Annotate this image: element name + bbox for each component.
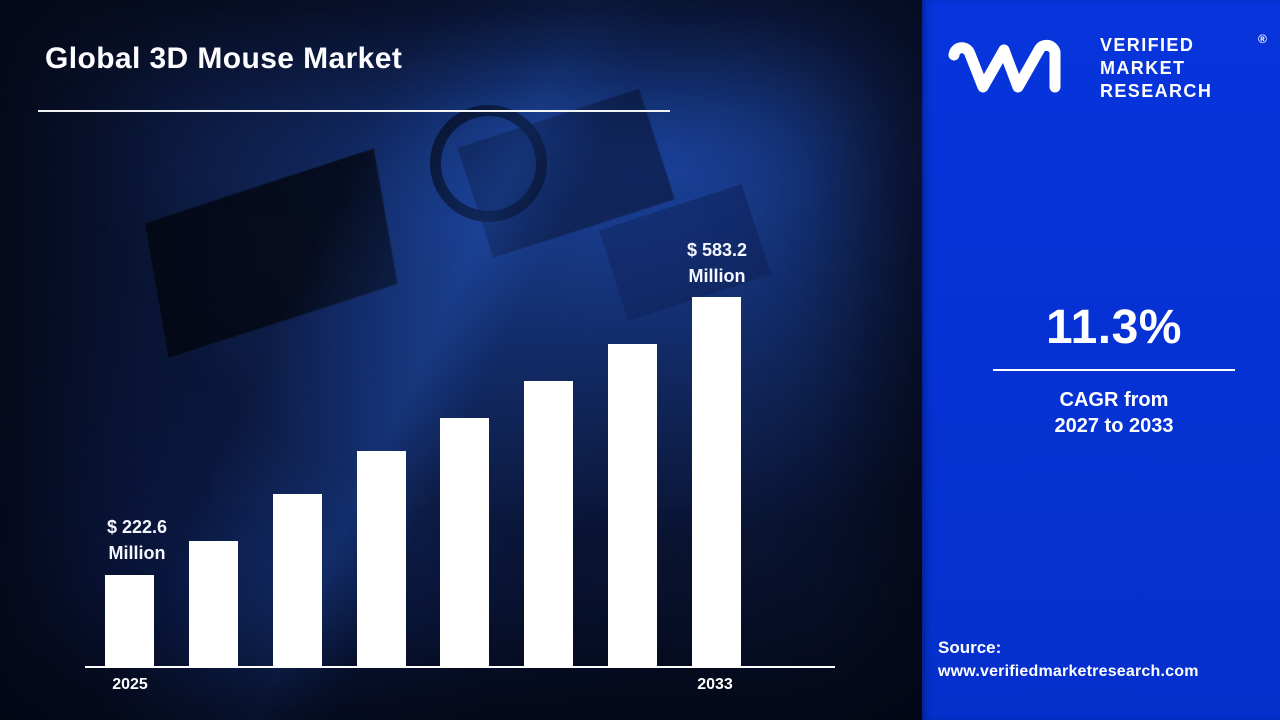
bar-chart (105, 288, 741, 668)
bar-3 (272, 494, 322, 668)
title-underline (38, 110, 670, 112)
circuit-ring-decor (430, 105, 547, 222)
x-axis-line (85, 666, 835, 668)
logo-line-3: RESEARCH (1100, 81, 1213, 101)
x-axis-label-end: 2033 (697, 676, 733, 693)
page-title: Global 3D Mouse Market (45, 42, 403, 75)
vmr-logo: VERIFIED MARKET RESEARCH (946, 34, 1212, 103)
logo-line-2: MARKET (1100, 58, 1186, 78)
info-panel: VERIFIED MARKET RESEARCH ® 11.3% CAGR fr… (922, 0, 1280, 720)
cagr-block: 11.3% CAGR from 2027 to 2033 (959, 300, 1269, 439)
cagr-underline (993, 369, 1235, 371)
last-bar-value-label: $ 583.2 Million (632, 237, 802, 289)
source-url[interactable]: www.verifiedmarketresearch.com (938, 663, 1199, 680)
vmr-logo-mark-icon (948, 39, 1061, 92)
source-block: Source: www.verifiedmarketresearch.com (938, 636, 1199, 684)
cagr-label-line-1: CAGR from (1059, 389, 1169, 411)
bar-1 (105, 575, 154, 668)
first-bar-unit: Million (108, 543, 166, 563)
bar-4 (356, 451, 406, 668)
last-bar-value: $ 583.2 (686, 240, 748, 260)
cagr-value: 11.3% (1046, 301, 1182, 354)
bar-5 (440, 418, 490, 668)
circuit-chip-decor (456, 88, 676, 259)
bar-7 (608, 344, 658, 668)
chart-section: Global 3D Mouse Market $ 222.6 Million $… (0, 0, 922, 720)
last-bar-unit: Million (688, 266, 746, 286)
first-bar-value: $ 222.6 (106, 517, 168, 537)
first-bar-value-label: $ 222.6 Million (52, 514, 222, 566)
cagr-label-line-2: 2027 to 2033 (1054, 415, 1174, 437)
cagr-label: CAGR from 2027 to 2033 (959, 387, 1269, 439)
bar-6 (524, 381, 574, 668)
x-axis-label-start: 2025 (112, 676, 148, 693)
vmr-logo-text: VERIFIED MARKET RESEARCH (1100, 34, 1212, 103)
registered-trademark: ® (1258, 32, 1267, 46)
logo-line-1: VERIFIED (1100, 35, 1195, 55)
source-label: Source: (938, 638, 1002, 657)
bar-2 (188, 541, 238, 668)
bar-8 (691, 297, 741, 668)
